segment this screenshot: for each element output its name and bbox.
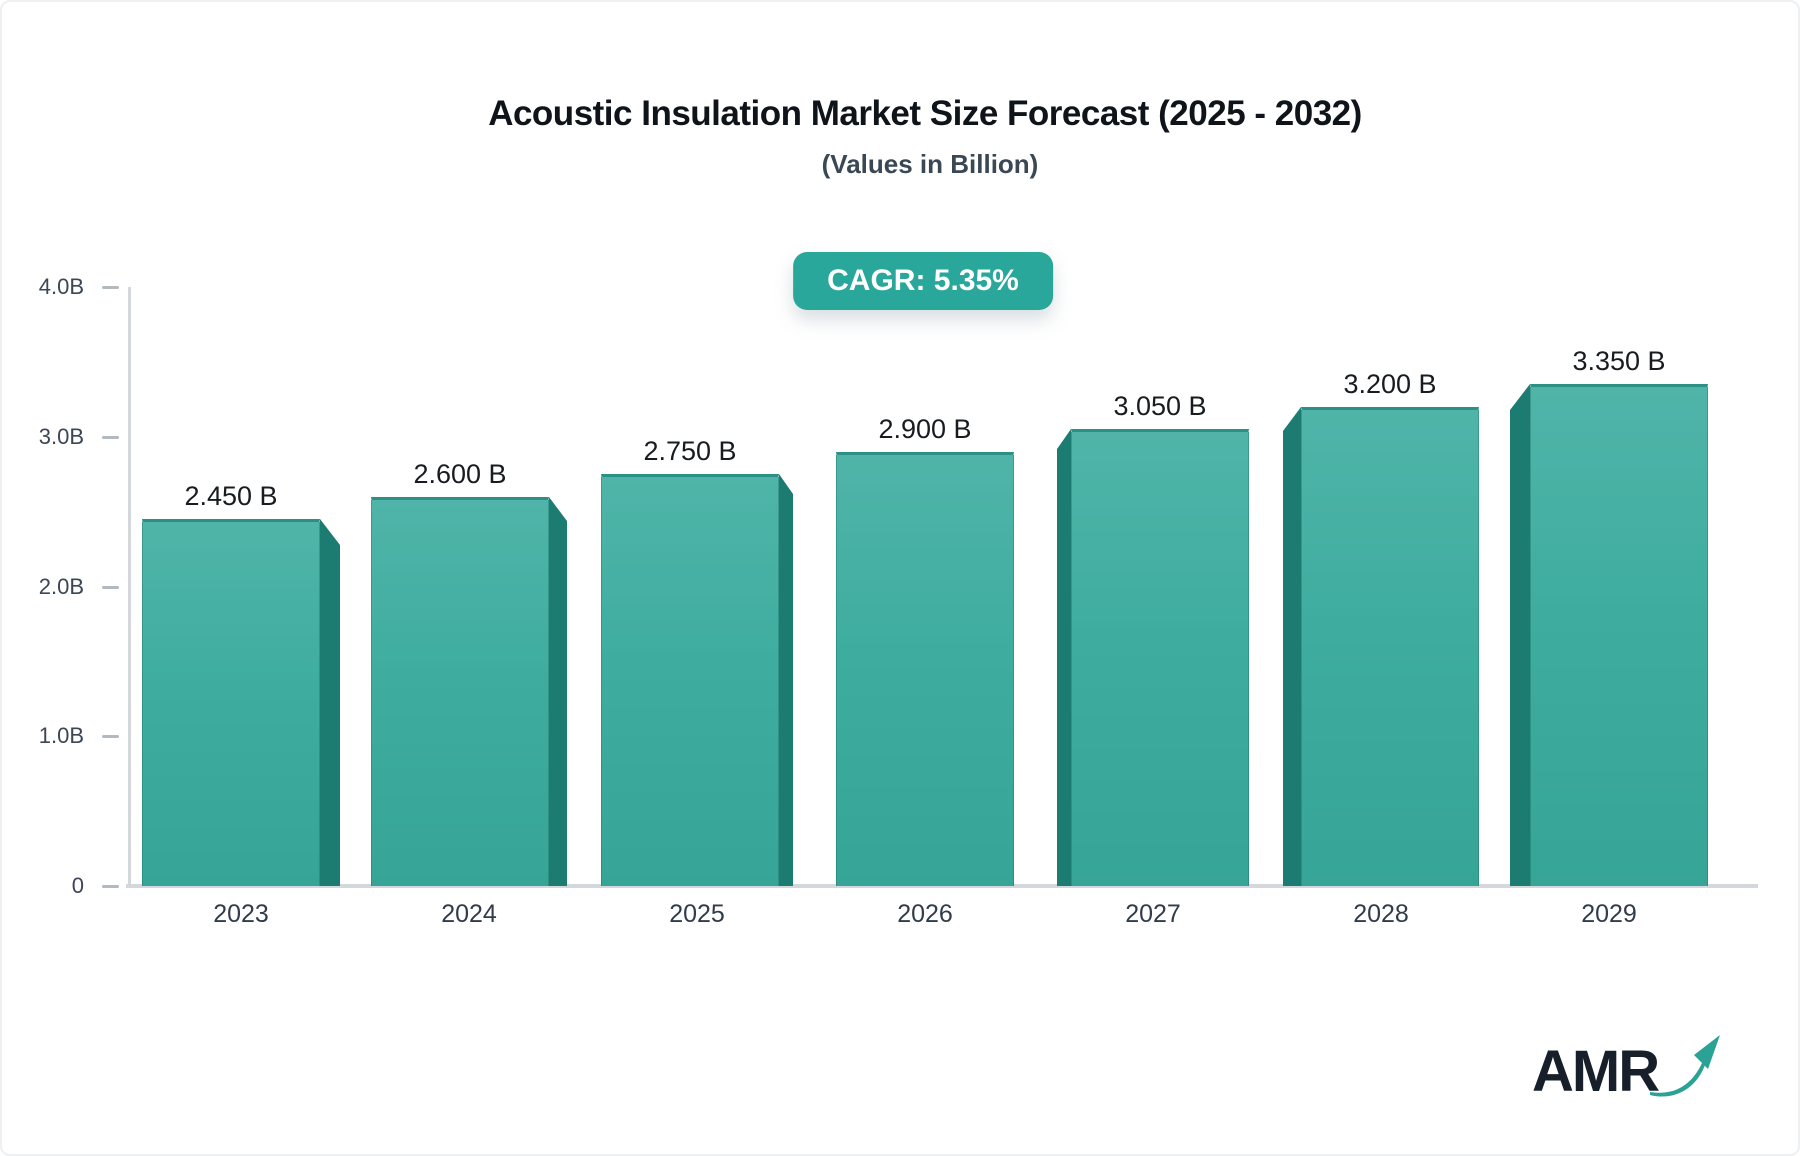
y-tick-dash [102,735,119,739]
bar-face [1530,384,1708,886]
bar-value-label: 3.050 B [1113,391,1207,421]
x-axis-label-2028: 2028 [1353,900,1409,928]
x-axis-label-2029: 2029 [1581,900,1637,928]
y-tick-dash [102,435,119,439]
bar-value-label: 3.350 B [1572,346,1666,376]
y-tick-dash [102,585,119,589]
y-tick-dash [102,885,119,888]
bar-group-2023: 2.450 B [142,481,340,886]
bar-value-label: 3.200 B [1343,369,1437,399]
bar-group-2024: 2.600 B [371,459,567,886]
x-axis-label-2026: 2026 [897,900,953,928]
growth-arrow-icon [1650,1035,1721,1097]
y-tick-label-4.0B: 4.0B [38,274,84,299]
x-axis-label-2025: 2025 [669,900,725,928]
amr-logo: AMR [1532,1033,1722,1102]
bar-face [836,452,1014,886]
bar-face [1071,429,1249,886]
x-axis-label-2024: 2024 [441,900,497,928]
y-tick-label-1.0B: 1.0B [38,723,84,749]
bar-side-face [1283,407,1301,886]
y-tick-label-0: 0 [71,873,84,898]
bar-side-face [549,497,567,886]
bar-side-face [320,519,340,886]
bar-value-label: 2.900 B [878,414,972,444]
bar-group-2028: 3.200 B [1283,369,1479,886]
bar-group-2027: 3.050 B [1057,391,1249,886]
x-axis-line [126,884,1758,888]
bar-group-2029: 3.350 B [1510,346,1708,886]
x-axis-label-2027: 2027 [1125,900,1181,928]
bar-face [142,519,320,886]
y-axis-line [128,287,131,886]
chart-subtitle: (Values in Billion) [821,149,1039,179]
amr-logo-text: AMR [1532,1039,1660,1104]
bar-value-label: 2.600 B [413,459,507,489]
bar-side-face [1510,384,1530,886]
bar-face [1301,407,1479,886]
chart-title: Acoustic Insulation Market Size Forecast… [488,94,1362,133]
y-tick-dash [102,286,119,289]
bar-value-label: 2.750 B [643,436,737,466]
y-tick-label-3.0B: 3.0B [38,423,84,449]
cagr-badge: CAGR: 5.35% [793,252,1053,310]
x-axis-label-2023: 2023 [213,900,269,928]
bar-group-2026: 2.900 B [836,414,1014,886]
bar-side-face [1057,429,1071,886]
bar-face [601,474,779,886]
bar-group-2025: 2.750 B [601,436,793,886]
bar-value-label: 2.450 B [184,481,278,511]
bar-side-face [779,474,793,886]
y-tick-label-2.0B: 2.0B [38,573,84,599]
bar-face [371,497,549,886]
